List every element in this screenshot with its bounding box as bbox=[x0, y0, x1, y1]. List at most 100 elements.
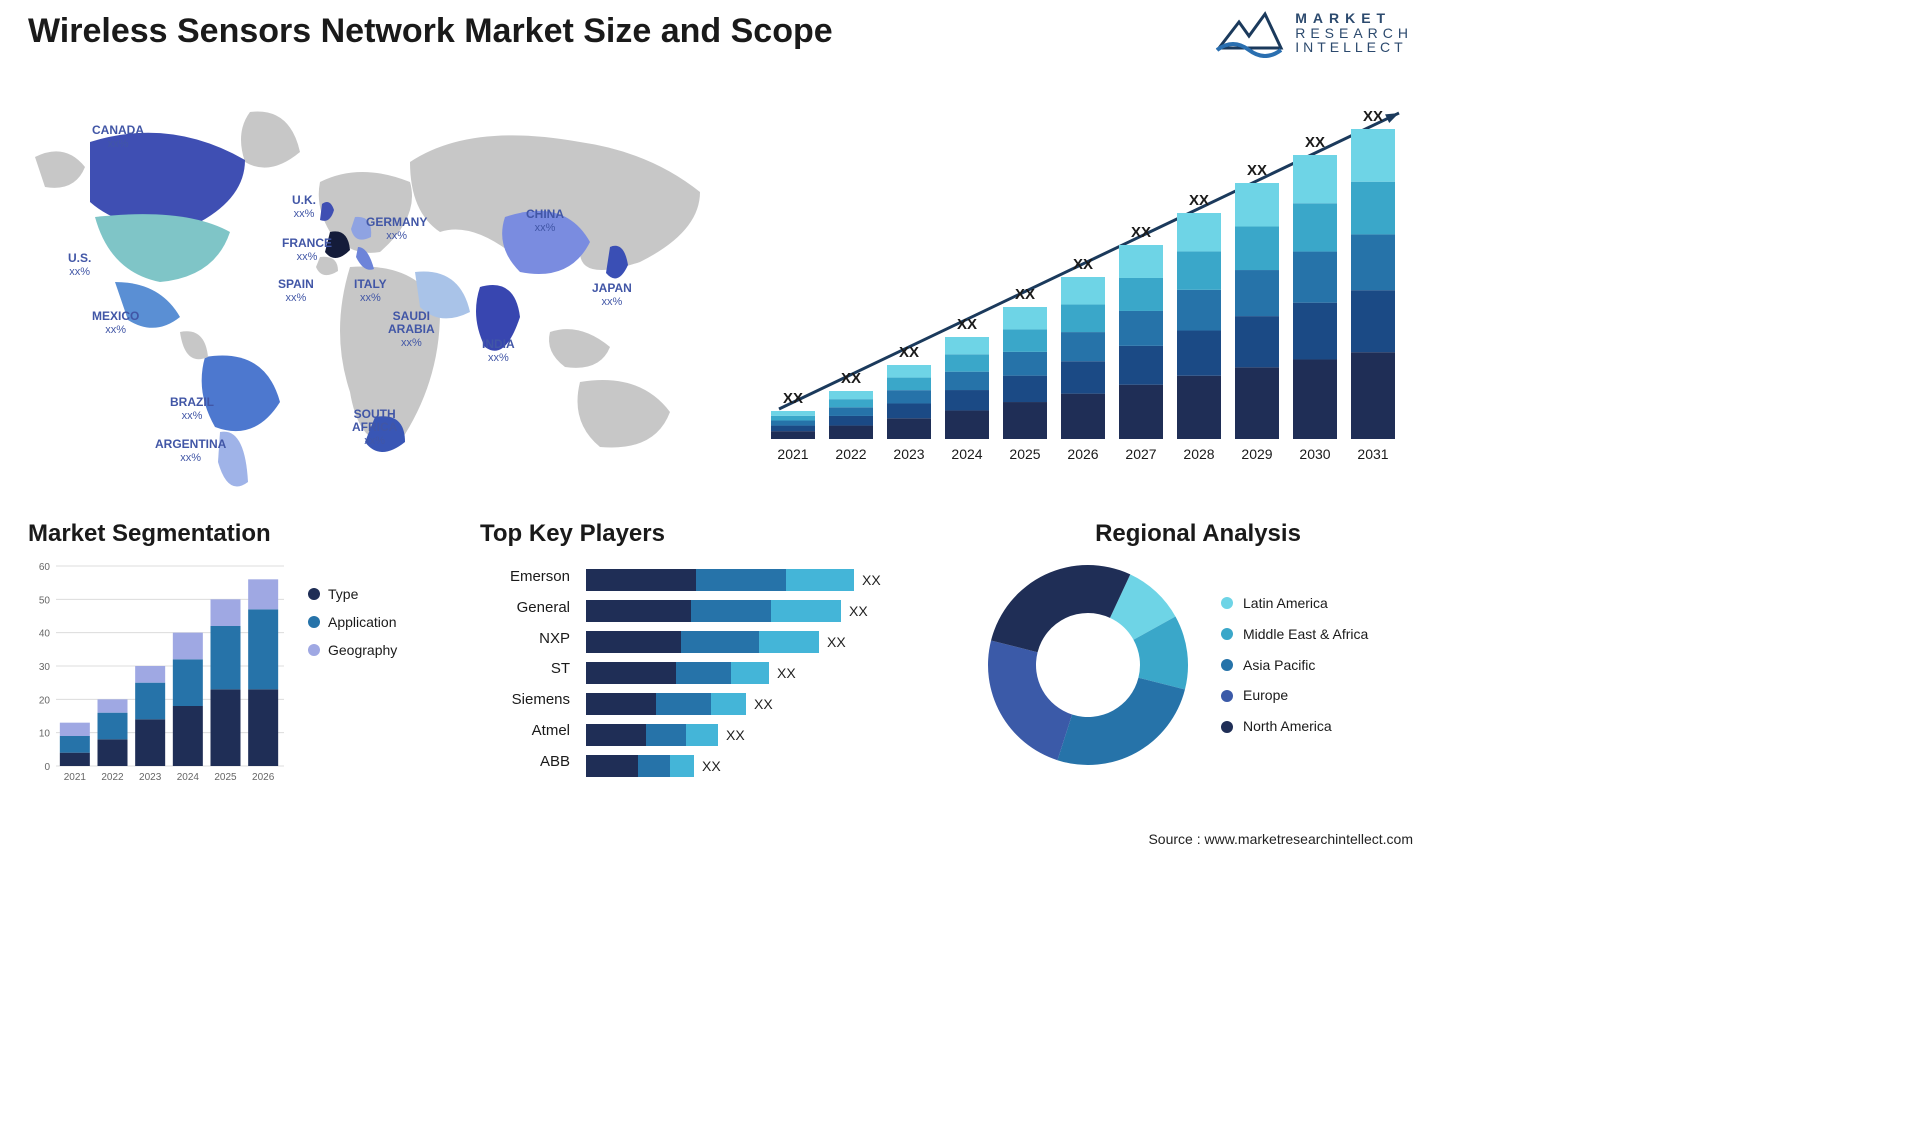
svg-text:50: 50 bbox=[39, 595, 51, 606]
regional-legend-item: North America bbox=[1221, 711, 1368, 742]
key-player-row: XX bbox=[586, 595, 970, 626]
main-growth-chart: XX 2021 XX 2022 XX 2023 XX 2024 XX 2025 XX 2026 XX 20… bbox=[761, 95, 1401, 475]
key-player-name: ST bbox=[480, 654, 570, 685]
key-player-name: Emerson bbox=[480, 562, 570, 593]
regional-legend-item: Europe bbox=[1221, 680, 1368, 711]
map-country-label: CANADAxx% bbox=[92, 124, 144, 150]
key-player-value: XX bbox=[827, 634, 846, 650]
svg-text:XX: XX bbox=[1073, 256, 1093, 273]
regional-analysis-section: Regional Analysis Latin AmericaMiddle Ea… bbox=[983, 520, 1413, 770]
key-players-section: Top Key Players EmersonGeneralNXPSTSieme… bbox=[480, 520, 970, 781]
svg-text:2025: 2025 bbox=[214, 772, 237, 783]
svg-text:XX: XX bbox=[957, 316, 977, 333]
svg-text:2030: 2030 bbox=[1299, 446, 1330, 462]
map-country-label: GERMANYxx% bbox=[366, 216, 427, 242]
map-country-label: U.S.xx% bbox=[68, 252, 91, 278]
map-country-label: SOUTHAFRICAxx% bbox=[352, 408, 397, 448]
logo-mark-icon bbox=[1215, 8, 1285, 58]
svg-text:XX: XX bbox=[783, 390, 803, 407]
page-title: Wireless Sensors Network Market Size and… bbox=[28, 12, 833, 51]
key-player-row: XX bbox=[586, 688, 970, 719]
svg-text:2023: 2023 bbox=[139, 772, 162, 783]
logo-line1: MARKET bbox=[1295, 11, 1413, 26]
svg-text:2031: 2031 bbox=[1357, 446, 1388, 462]
world-map: CANADAxx% U.S.xx% MEXICOxx% BRAZILxx% ARGENT… bbox=[20, 82, 720, 502]
svg-text:XX: XX bbox=[841, 370, 861, 387]
key-player-name: NXP bbox=[480, 624, 570, 655]
svg-text:XX: XX bbox=[1189, 192, 1209, 209]
map-country-label: FRANCExx% bbox=[282, 237, 332, 263]
svg-text:40: 40 bbox=[39, 629, 51, 640]
svg-text:30: 30 bbox=[39, 662, 51, 673]
key-player-value: XX bbox=[702, 758, 721, 774]
svg-text:2021: 2021 bbox=[777, 446, 808, 462]
regional-legend: Latin AmericaMiddle East & AfricaAsia Pa… bbox=[1221, 588, 1368, 742]
key-players-title: Top Key Players bbox=[480, 520, 970, 548]
svg-text:0: 0 bbox=[44, 762, 50, 773]
svg-text:XX: XX bbox=[899, 344, 919, 361]
svg-text:2022: 2022 bbox=[835, 446, 866, 462]
svg-text:2026: 2026 bbox=[1067, 446, 1098, 462]
map-country-label: ITALYxx% bbox=[354, 278, 387, 304]
key-players-names: EmersonGeneralNXPSTSiemensAtmelABB bbox=[480, 560, 570, 781]
regional-legend-item: Asia Pacific bbox=[1221, 650, 1368, 681]
svg-text:2021: 2021 bbox=[64, 772, 87, 783]
svg-text:XX: XX bbox=[1305, 134, 1325, 151]
map-country-label: MEXICOxx% bbox=[92, 310, 139, 336]
main-chart-svg: XX 2021 XX 2022 XX 2023 XX 2024 XX 2025 XX 2026 XX 20… bbox=[761, 95, 1401, 475]
segmentation-chart: 0 10 20 30 40 50 60 2021 2022 2023 2024 2025 2026 bbox=[28, 560, 288, 790]
svg-text:2026: 2026 bbox=[252, 772, 275, 783]
svg-text:2024: 2024 bbox=[177, 772, 200, 783]
key-player-value: XX bbox=[726, 727, 745, 743]
key-player-name: Siemens bbox=[480, 685, 570, 716]
map-country-label: U.K.xx% bbox=[292, 194, 316, 220]
key-player-value: XX bbox=[862, 572, 881, 588]
map-country-label: CHINAxx% bbox=[526, 208, 564, 234]
map-country-label: SAUDIARABIAxx% bbox=[388, 310, 435, 350]
key-player-value: XX bbox=[777, 665, 796, 681]
map-country-label: SPAINxx% bbox=[278, 278, 314, 304]
regional-donut-chart bbox=[983, 560, 1193, 770]
regional-legend-item: Latin America bbox=[1221, 588, 1368, 619]
brand-logo: MARKET RESEARCH INTELLECT bbox=[1215, 8, 1413, 58]
svg-text:2022: 2022 bbox=[101, 772, 124, 783]
key-players-bars: XXXXXXXXXXXXXX bbox=[586, 560, 970, 781]
svg-text:XX: XX bbox=[1363, 108, 1383, 125]
segmentation-legend: TypeApplicationGeography bbox=[308, 560, 397, 790]
key-player-row: XX bbox=[586, 657, 970, 688]
svg-text:10: 10 bbox=[39, 729, 51, 740]
map-country-label: ARGENTINAxx% bbox=[155, 438, 226, 464]
map-country-label: BRAZILxx% bbox=[170, 396, 214, 422]
svg-text:2028: 2028 bbox=[1183, 446, 1214, 462]
svg-text:2024: 2024 bbox=[951, 446, 982, 462]
regional-legend-item: Middle East & Africa bbox=[1221, 619, 1368, 650]
svg-text:2027: 2027 bbox=[1125, 446, 1156, 462]
key-player-row: XX bbox=[586, 719, 970, 750]
svg-text:2023: 2023 bbox=[893, 446, 924, 462]
segmentation-legend-item: Type bbox=[308, 580, 397, 608]
segmentation-legend-item: Geography bbox=[308, 636, 397, 664]
svg-text:2029: 2029 bbox=[1241, 446, 1272, 462]
logo-line2: RESEARCH bbox=[1295, 26, 1413, 41]
svg-text:20: 20 bbox=[39, 695, 51, 706]
key-player-name: Atmel bbox=[480, 716, 570, 747]
map-country-label: JAPANxx% bbox=[592, 282, 632, 308]
svg-text:XX: XX bbox=[1131, 224, 1151, 241]
logo-line3: INTELLECT bbox=[1295, 40, 1413, 55]
svg-text:2025: 2025 bbox=[1009, 446, 1040, 462]
key-player-row: XX bbox=[586, 750, 970, 781]
svg-text:XX: XX bbox=[1015, 286, 1035, 303]
svg-text:60: 60 bbox=[39, 562, 51, 573]
svg-text:XX: XX bbox=[1247, 162, 1267, 179]
key-player-value: XX bbox=[849, 603, 868, 619]
key-player-row: XX bbox=[586, 564, 970, 595]
regional-title: Regional Analysis bbox=[983, 520, 1413, 548]
map-country-label: INDIAxx% bbox=[482, 338, 515, 364]
key-player-name: General bbox=[480, 593, 570, 624]
key-player-value: XX bbox=[754, 696, 773, 712]
key-player-name: ABB bbox=[480, 747, 570, 778]
source-attribution: Source : www.marketresearchintellect.com bbox=[1148, 831, 1413, 847]
segmentation-legend-item: Application bbox=[308, 608, 397, 636]
segmentation-title: Market Segmentation bbox=[28, 520, 468, 548]
market-segmentation-section: Market Segmentation 0 10 20 30 40 50 60 2021 202… bbox=[28, 520, 468, 790]
